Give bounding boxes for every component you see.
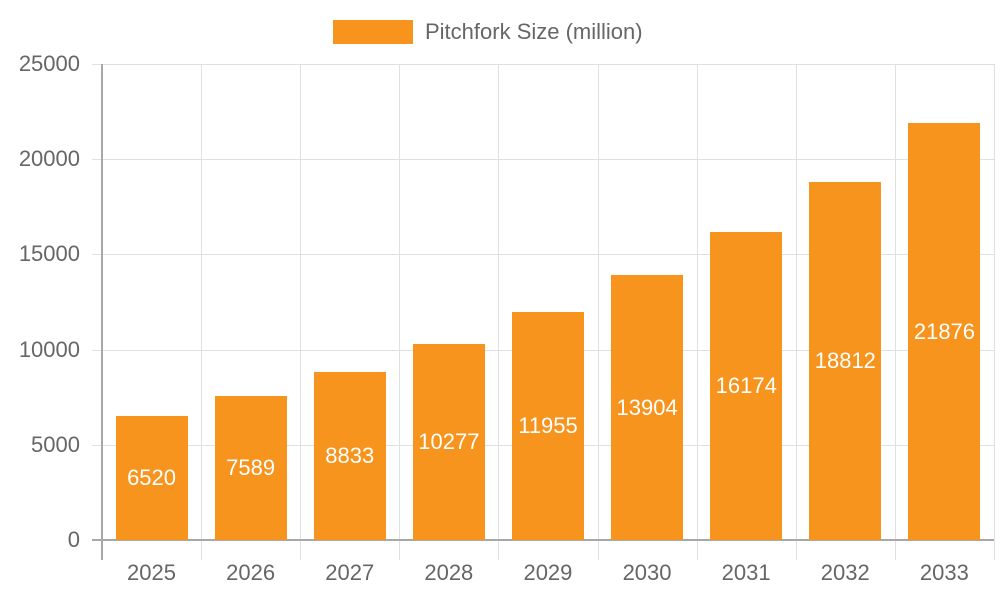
gridline-vertical [300,64,301,560]
bar[interactable] [512,312,584,540]
x-tick-label: 2033 [919,560,969,585]
gridline-vertical [895,64,896,560]
bar[interactable] [710,232,783,540]
bar[interactable] [115,415,188,540]
x-tick-label: 2029 [523,560,573,585]
gridline-vertical [201,64,202,560]
bar[interactable] [908,123,981,540]
gridline-vertical [994,64,995,560]
x-tick-label: 2032 [820,560,870,585]
x-axis [92,539,994,541]
bar-value-label: 21876 [913,318,976,344]
y-tick-label: 25000 [18,51,80,76]
y-tick-label: 20000 [18,146,80,172]
y-tick-label: 0 [67,527,80,552]
bar-value-label: 18812 [814,347,876,373]
gridline-horizontal [92,64,994,65]
bar-value-label: 11955 [518,413,578,439]
bar-value-label: 6520 [127,464,177,490]
gridline-vertical [498,64,499,560]
legend-swatch [333,20,413,44]
y-tick-label: 10000 [18,336,80,362]
x-tick-label: 2025 [127,560,176,585]
y-tick-label: 5000 [31,431,80,457]
gridline-vertical [697,64,698,560]
x-tick-label: 2027 [325,560,375,585]
legend[interactable]: Pitchfork Size (million) [333,19,643,44]
y-tick-label: 15000 [18,241,80,267]
gridline-vertical [796,64,797,560]
y-axis [101,64,103,560]
bar-value-label: 7589 [226,454,276,480]
bar-value-label: 8833 [325,442,375,468]
bar-value-label: 10277 [418,429,480,455]
legend-label: Pitchfork Size (million) [425,19,643,44]
bar[interactable] [214,395,287,540]
gridline-vertical [598,64,599,560]
x-tick-label: 2030 [622,560,672,585]
bar-value-label: 16174 [715,373,777,399]
bar[interactable] [412,344,485,540]
bar[interactable] [809,181,882,540]
bar[interactable] [313,371,386,540]
gridline-vertical [399,64,400,560]
x-tick-label: 2028 [424,560,474,585]
gridline-horizontal [92,159,994,160]
x-tick-label: 2031 [721,560,771,585]
bar[interactable] [611,275,684,540]
gridline-horizontal [92,254,994,255]
x-tick-label: 2026 [226,560,276,585]
bar-value-label: 13904 [616,394,678,420]
